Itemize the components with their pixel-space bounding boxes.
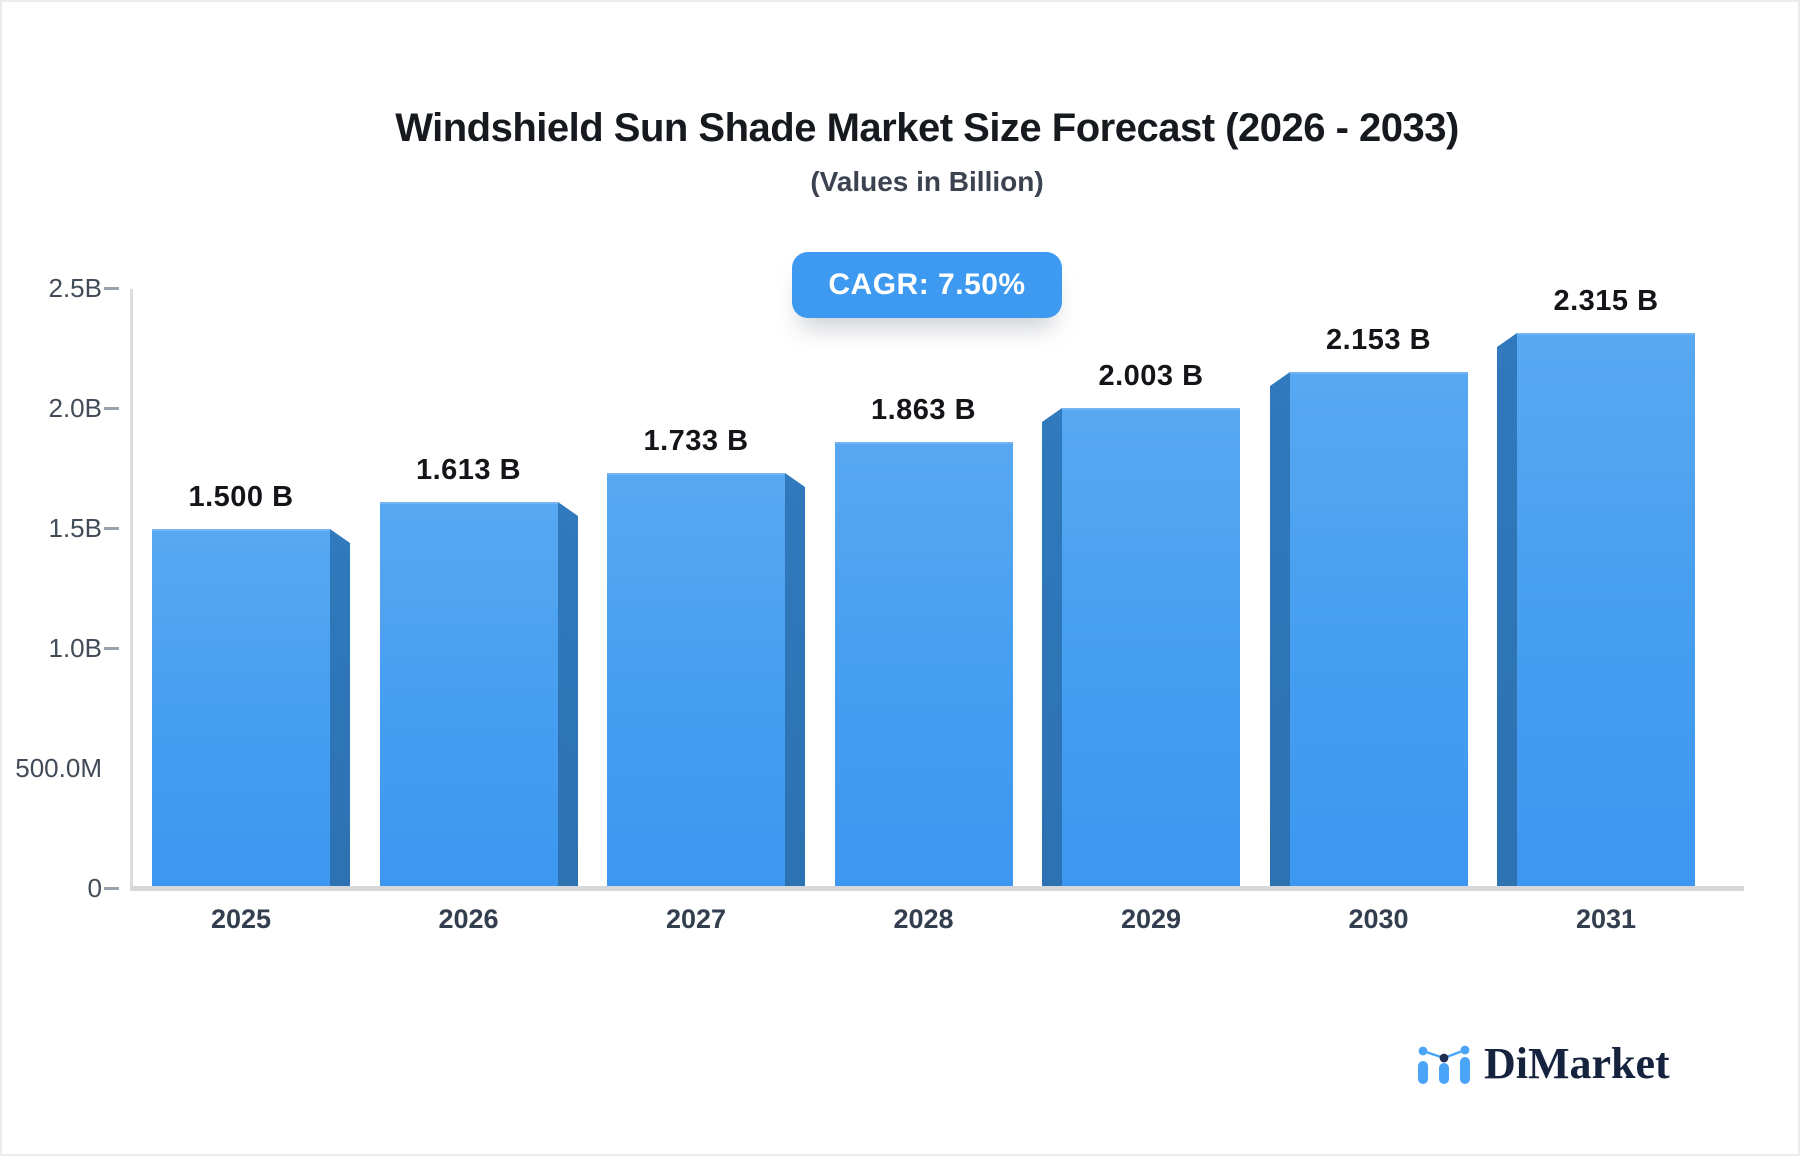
cagr-badge: CAGR: 7.50%	[792, 252, 1062, 318]
y-tick-mark	[104, 287, 119, 290]
brand-logo: DiMarket	[1416, 1042, 1670, 1086]
bar-side-face	[1497, 333, 1517, 889]
dimarket-logo-icon	[1418, 1045, 1470, 1084]
bar	[607, 473, 785, 889]
y-tick-label: 1.5B	[48, 513, 103, 543]
y-tick-mark	[104, 887, 119, 890]
bar-side-surface	[785, 473, 805, 889]
bar-side-face	[557, 502, 578, 889]
bar-value-label: 1.863 B	[870, 394, 977, 426]
x-category-label: 2025	[210, 904, 272, 934]
chart-title: Windshield Sun Shade Market Size Forecas…	[395, 106, 1459, 150]
y-tick-mark	[104, 527, 119, 530]
y-tick-label: 500.0M	[15, 753, 102, 783]
x-category-label: 2029	[1120, 904, 1182, 934]
bar	[834, 442, 1013, 889]
bar-value-label: 2.003 B	[1098, 360, 1204, 392]
x-category-label: 2031	[1575, 904, 1637, 934]
bar-side-surface	[1042, 408, 1062, 889]
bar-side-face	[785, 473, 805, 889]
brand-logo-text: DiMarket	[1484, 1039, 1670, 1088]
chart-subtitle: (Values in Billion)	[810, 166, 1044, 197]
x-category-label: 2028	[893, 904, 954, 934]
bar-value-label: 2.153 B	[1325, 324, 1432, 356]
bar	[1289, 372, 1468, 889]
bar-side-surface	[557, 502, 578, 889]
y-tick-label: 1.0B	[48, 633, 103, 663]
y-tick-mark	[104, 407, 119, 410]
bar-side-face	[1269, 372, 1290, 889]
bar-value-label: 1.733 B	[643, 425, 749, 457]
bar-side-surface	[1269, 372, 1290, 889]
y-tick-label: 2.0B	[48, 393, 103, 423]
bar	[152, 529, 330, 889]
cagr-badge-row: CAGR: 7.50%	[52, 252, 1798, 318]
bar-side-face	[1042, 408, 1062, 889]
bar	[379, 502, 558, 889]
bar-side-surface	[330, 529, 350, 889]
bar-value-label: 1.500 B	[188, 481, 294, 513]
y-axis-line	[130, 289, 133, 889]
x-category-label: 2030	[1348, 904, 1409, 934]
y-tick-mark	[104, 647, 119, 650]
bar-side-face	[330, 529, 350, 889]
bar-value-label: 2.315 B	[1553, 285, 1659, 317]
bar	[1062, 408, 1240, 889]
bar	[1517, 333, 1695, 889]
bar-side-surface	[1497, 333, 1517, 889]
x-category-label: 2027	[665, 904, 727, 934]
y-tick-label: 2.5B	[48, 273, 103, 303]
x-category-label: 2026	[438, 904, 499, 934]
y-tick-label: 0	[87, 873, 102, 903]
x-axis-line	[130, 886, 1744, 891]
bar-value-label: 1.613 B	[415, 454, 522, 486]
